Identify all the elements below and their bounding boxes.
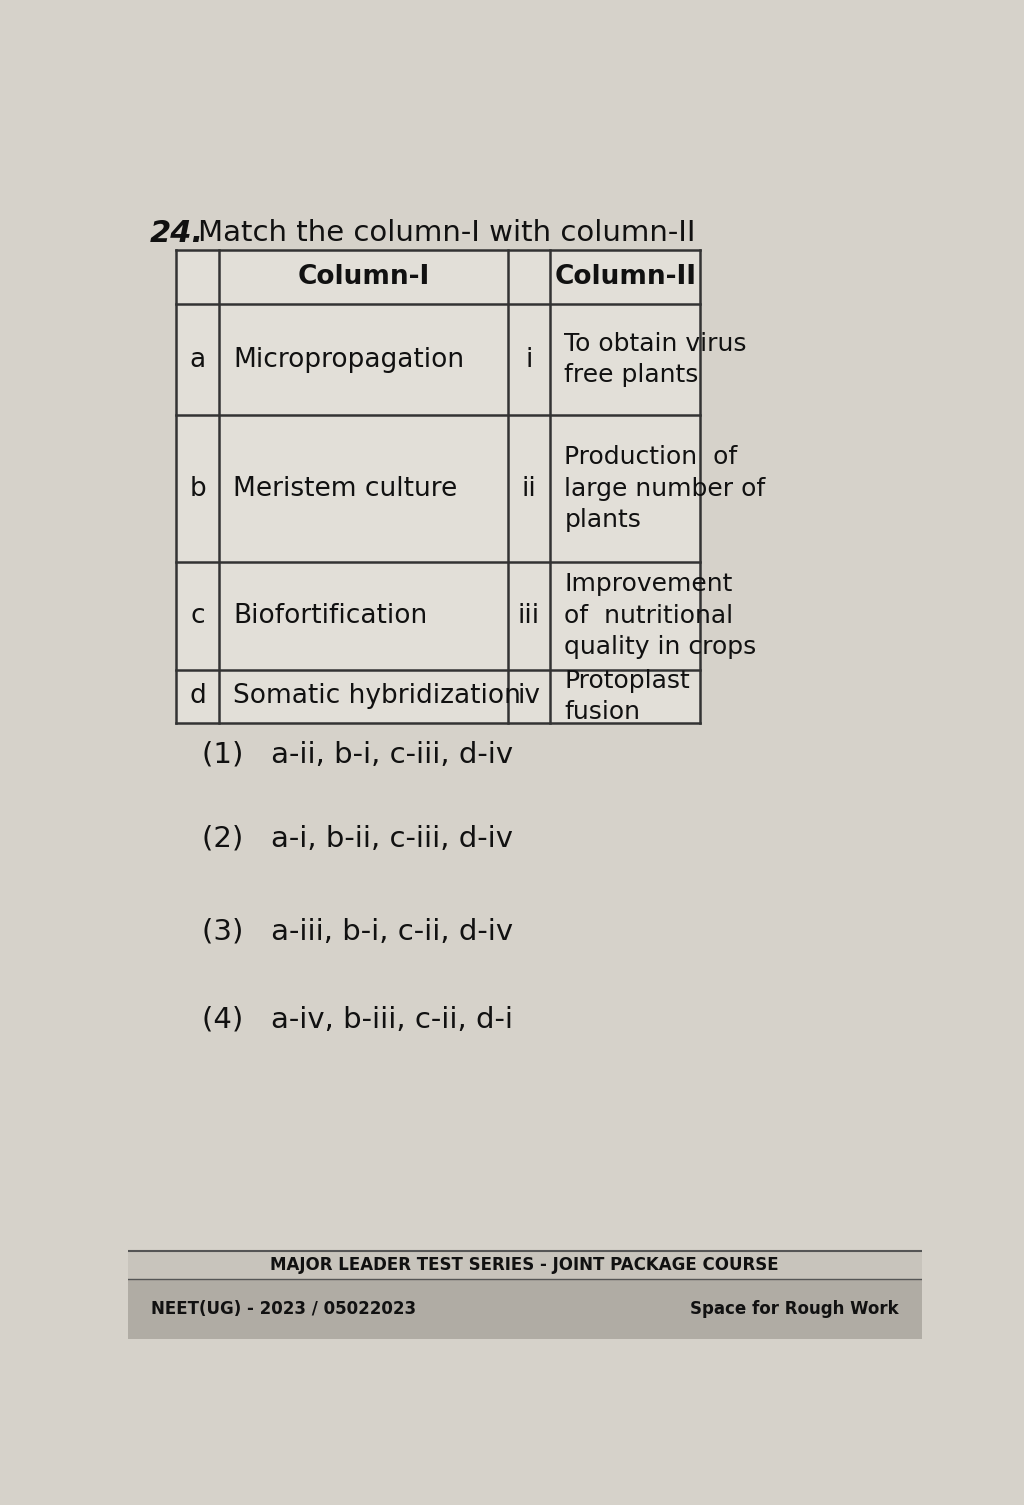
Text: NEET(UG) - 2023 / 05022023: NEET(UG) - 2023 / 05022023 (152, 1300, 417, 1318)
Text: Meristem culture: Meristem culture (233, 476, 458, 501)
Text: Improvement
of  nutritional
quality in crops: Improvement of nutritional quality in cr… (564, 572, 757, 659)
Text: d: d (189, 683, 206, 709)
Text: Somatic hybridization: Somatic hybridization (233, 683, 521, 709)
Text: Protoplast
fusion: Protoplast fusion (564, 668, 690, 724)
Text: ii: ii (521, 476, 537, 501)
Text: MAJOR LEADER TEST SERIES - JOINT PACKAGE COURSE: MAJOR LEADER TEST SERIES - JOINT PACKAGE… (270, 1257, 779, 1275)
Bar (128, 1279, 922, 1339)
Text: b: b (189, 476, 206, 501)
Text: i: i (525, 346, 532, 373)
Text: c: c (190, 602, 205, 629)
Bar (128, 1251, 922, 1279)
Text: iii: iii (518, 602, 540, 629)
Text: (1)   a-ii, b-i, c-iii, d-iv: (1) a-ii, b-i, c-iii, d-iv (202, 740, 513, 768)
Text: Production  of
large number of
plants: Production of large number of plants (564, 445, 766, 533)
Bar (176, 250, 700, 724)
Text: To obtain virus
free plants: To obtain virus free plants (564, 331, 746, 387)
Text: Column-I: Column-I (298, 263, 430, 290)
Text: Column-II: Column-II (554, 263, 696, 290)
Text: a: a (189, 346, 206, 373)
Text: 24.: 24. (150, 220, 204, 248)
Text: Match the column-I with column-II: Match the column-I with column-II (198, 220, 695, 247)
Text: (2)   a-i, b-ii, c-iii, d-iv: (2) a-i, b-ii, c-iii, d-iv (202, 825, 513, 853)
Text: Micropropagation: Micropropagation (233, 346, 465, 373)
Text: iv: iv (517, 683, 541, 709)
Text: (3)   a-iii, b-i, c-ii, d-iv: (3) a-iii, b-i, c-ii, d-iv (202, 918, 513, 945)
Text: (4)   a-iv, b-iii, c-ii, d-i: (4) a-iv, b-iii, c-ii, d-i (202, 1005, 513, 1034)
Text: Space for Rough Work: Space for Rough Work (690, 1300, 898, 1318)
Text: Biofortification: Biofortification (233, 602, 428, 629)
